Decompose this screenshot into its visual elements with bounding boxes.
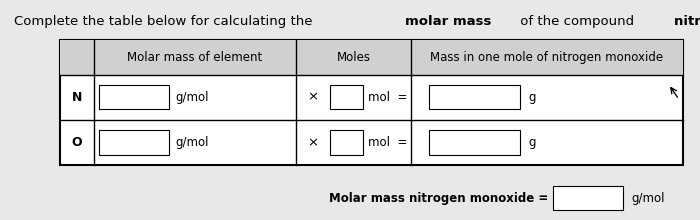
Text: nitrogen monoxide: nitrogen monoxide [674, 15, 700, 28]
Bar [60, 40, 682, 165]
Text: ×: × [307, 91, 318, 104]
Text: Molar mass of element: Molar mass of element [127, 51, 262, 64]
Text: mol  =: mol = [368, 136, 407, 149]
Bar [553, 186, 623, 210]
Text: Molar mass nitrogen monoxide =: Molar mass nitrogen monoxide = [329, 191, 548, 205]
Bar [99, 85, 169, 109]
Text: g: g [528, 136, 536, 149]
Text: Complete the table below for calculating the: Complete the table below for calculating… [14, 15, 316, 28]
Text: Mass in one mole of nitrogen monoxide: Mass in one mole of nitrogen monoxide [430, 51, 664, 64]
Bar [99, 130, 169, 154]
Text: ×: × [307, 136, 318, 149]
Bar [429, 130, 520, 154]
Text: molar mass: molar mass [405, 15, 491, 28]
Bar [429, 85, 520, 109]
Text: mol  =: mol = [368, 91, 407, 104]
Text: of the compound: of the compound [516, 15, 638, 28]
Text: Moles: Moles [337, 51, 371, 64]
Text: O: O [71, 136, 82, 149]
Bar [330, 85, 363, 109]
Text: g: g [528, 91, 536, 104]
Text: g/mol: g/mol [175, 136, 209, 149]
Text: g/mol: g/mol [631, 191, 665, 205]
Text: N: N [71, 91, 82, 104]
Text: g/mol: g/mol [175, 91, 209, 104]
Bar [60, 40, 682, 75]
Bar [330, 130, 363, 154]
